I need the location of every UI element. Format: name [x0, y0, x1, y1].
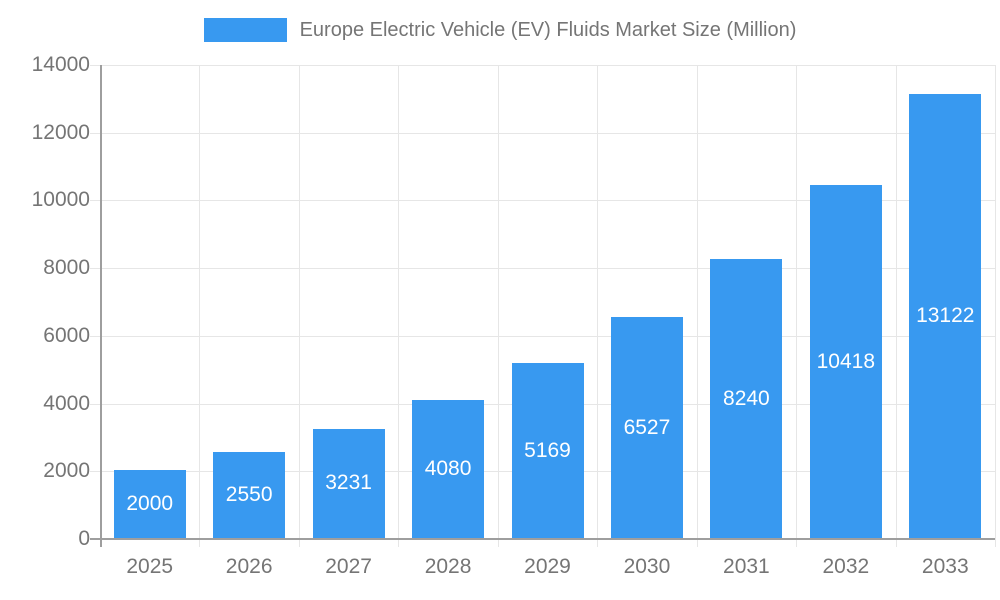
plot-area: 2000 2550 3231 4080 5169 6527 8240 10418 13122 — [90, 65, 996, 547]
x-tick-label: 2031 — [723, 555, 770, 578]
y-tick-label: 0 — [78, 527, 90, 550]
bar-2025: 2000 — [113, 470, 186, 538]
bar-2029: 5169 — [511, 363, 584, 538]
y-tick-label: 14000 — [31, 53, 90, 76]
bar-2030: 6527 — [610, 317, 683, 538]
y-axis-line — [100, 65, 102, 547]
x-tick-label: 2029 — [524, 555, 571, 578]
bar-value-label: 2000 — [126, 492, 174, 516]
bar-2031: 8240 — [710, 259, 783, 538]
gridline — [895, 65, 897, 547]
y-tick-label: 2000 — [43, 459, 90, 483]
gridline — [90, 65, 995, 66]
gridline — [796, 65, 798, 547]
x-tick-label: 2030 — [623, 555, 671, 578]
bar-value-label: 2550 — [225, 482, 273, 506]
gridline — [597, 65, 599, 547]
y-tick-label: 6000 — [43, 323, 90, 347]
y-tick-label: 12000 — [31, 120, 90, 144]
gridline — [90, 268, 995, 270]
gridline — [90, 132, 995, 134]
x-tick-label: 2033 — [921, 555, 969, 578]
y-tick-label: 10000 — [31, 188, 90, 212]
bar-2033: 13122 — [909, 93, 982, 538]
y-tick-label: 4000 — [43, 391, 90, 415]
gridline — [90, 200, 995, 202]
bar-value-label: 8240 — [723, 386, 770, 410]
gridline — [298, 65, 300, 547]
x-tick-label: 2027 — [325, 555, 372, 578]
x-tick-label: 2026 — [225, 555, 273, 578]
bar-value-label: 6527 — [623, 415, 671, 439]
x-axis-line — [90, 538, 995, 540]
gridline — [696, 65, 698, 547]
legend-series-label: Europe Electric Vehicle (EV) Fluids Mark… — [299, 18, 797, 41]
gridline — [497, 65, 499, 547]
bar-value-label: 13122 — [916, 303, 975, 327]
x-tick-label: 2025 — [126, 555, 174, 578]
bar-value-label: 3231 — [325, 471, 372, 495]
bar-2027: 3231 — [312, 428, 385, 538]
bar-2028: 4080 — [412, 399, 485, 538]
gridline — [995, 65, 996, 547]
bar-value-label: 4080 — [424, 456, 472, 480]
gridline — [90, 335, 995, 337]
gridline — [398, 65, 400, 547]
legend-color-swatch — [203, 18, 287, 42]
bar-2026: 2550 — [213, 451, 286, 538]
chart-legend: Europe Electric Vehicle (EV) Fluids Mark… — [0, 18, 1000, 42]
legend-item[interactable]: Europe Electric Vehicle (EV) Fluids Mark… — [203, 18, 797, 42]
bar-value-label: 5169 — [524, 438, 571, 462]
x-tick-label: 2032 — [822, 555, 870, 578]
gridline — [199, 65, 201, 547]
bar-value-label: 10418 — [816, 349, 876, 373]
y-tick-label: 8000 — [43, 256, 90, 280]
x-tick-label: 2028 — [424, 555, 472, 578]
bar-2032: 10418 — [809, 185, 882, 538]
